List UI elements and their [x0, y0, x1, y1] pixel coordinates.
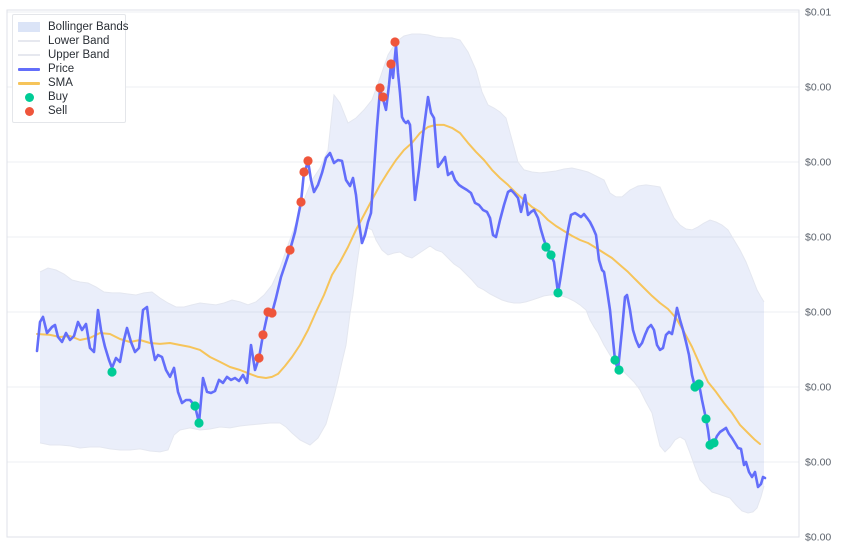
sma-line: [36, 123, 761, 445]
legend-item-lower-band[interactable]: Lower Band: [17, 34, 121, 48]
legend-item-sell[interactable]: Sell: [17, 104, 121, 118]
legend-item-price[interactable]: Price: [17, 62, 121, 76]
buy-marker: [194, 418, 204, 428]
price-swatch-icon: [17, 67, 41, 71]
buy-marker: [553, 288, 563, 298]
sell-marker: [303, 156, 313, 166]
price-line: [35, 43, 767, 489]
sell-marker: [375, 83, 385, 93]
sell-marker: [258, 330, 268, 340]
sell-marker: [299, 167, 309, 177]
y-tick-label: $0.00: [805, 307, 831, 319]
buy-marker: [694, 379, 704, 389]
legend-item-sma[interactable]: SMA: [17, 76, 121, 90]
sell-marker: [378, 92, 388, 102]
y-tick-label: $0.00: [805, 382, 831, 394]
y-tick-label: $0.00: [805, 532, 831, 544]
sell-marker: [254, 353, 264, 363]
legend-item-buy[interactable]: Buy: [17, 90, 121, 104]
sell-marker: [390, 37, 400, 47]
lower-band-line: [39, 227, 765, 514]
upper-band-line: [39, 33, 765, 308]
buy-marker: [614, 365, 624, 375]
buy-marker: [107, 367, 117, 377]
legend-label-lower-band: Lower Band: [48, 35, 110, 47]
sell-marker: [296, 197, 306, 207]
sell-marker: [267, 308, 277, 318]
buy-marker: [701, 414, 711, 424]
y-tick-label: $0.00: [805, 157, 831, 169]
buy-marker: [541, 242, 551, 252]
bollinger-bands-swatch-icon: [17, 22, 41, 32]
buy-marker: [546, 250, 556, 260]
sell-swatch-icon: [17, 106, 41, 116]
legend-label-buy: Buy: [48, 91, 68, 103]
sell-marker: [386, 59, 396, 69]
buy-swatch-icon: [17, 92, 41, 102]
buy-marker: [610, 355, 620, 365]
sell-marker: [285, 245, 295, 255]
legend-label-sell: Sell: [48, 105, 68, 117]
legend: Bollinger Bands Lower Band Upper Band Price…: [12, 14, 129, 123]
plot-border: [6, 9, 800, 538]
upper-band-swatch-icon: [17, 54, 41, 56]
sma-swatch-icon: [17, 81, 41, 85]
legend-item-bollinger-bands[interactable]: Bollinger Bands: [17, 20, 129, 34]
buy-marker: [190, 401, 200, 411]
legend-label-sma: SMA: [48, 77, 73, 89]
lower-band-swatch-icon: [17, 40, 41, 42]
legend-label-upper-band: Upper Band: [48, 49, 110, 61]
bollinger-band-fill: [40, 34, 764, 513]
legend-label-bollinger-bands: Bollinger Bands: [48, 21, 129, 33]
y-tick-label: $0.00: [805, 232, 831, 244]
legend-label-price: Price: [48, 63, 75, 75]
y-tick-label: $0.00: [805, 457, 831, 469]
y-tick-label: $0.00: [805, 82, 831, 94]
legend-item-upper-band[interactable]: Upper Band: [17, 48, 121, 62]
y-tick-label: $0.01: [805, 7, 831, 19]
buy-marker: [709, 438, 719, 448]
